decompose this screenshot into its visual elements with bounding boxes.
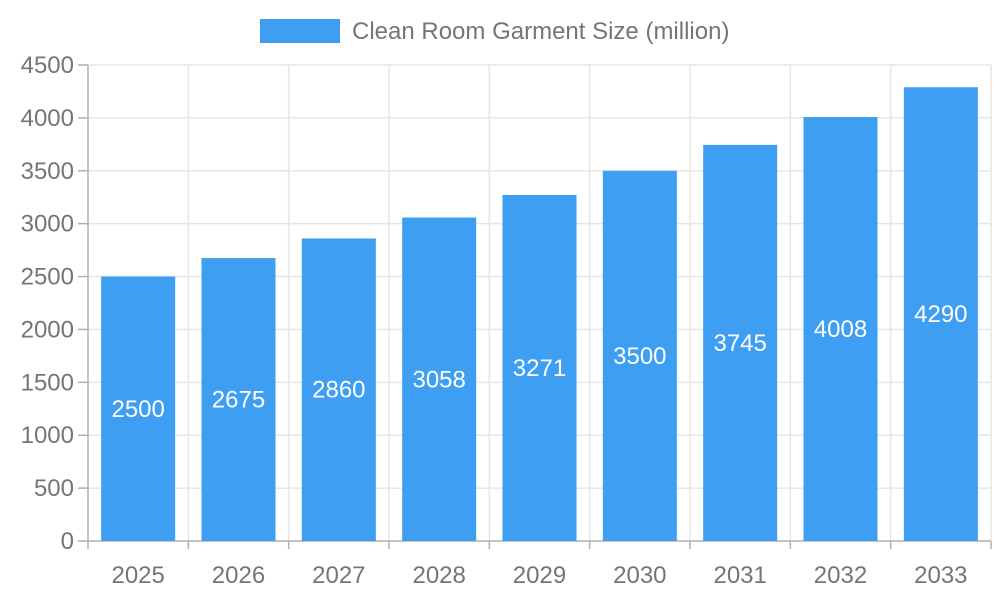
bar[interactable] xyxy=(703,144,778,541)
legend-swatch[interactable] xyxy=(260,19,340,43)
x-tick-label: 2033 xyxy=(914,562,967,589)
y-tick-label: 2500 xyxy=(21,264,74,291)
y-tick-label: 3500 xyxy=(21,158,74,185)
bar[interactable] xyxy=(903,87,978,542)
x-tick-label: 2025 xyxy=(111,562,164,589)
bar[interactable] xyxy=(101,276,176,541)
bar-value-label: 4008 xyxy=(814,316,867,343)
bar-value-label: 3271 xyxy=(513,355,566,382)
y-tick-label: 3000 xyxy=(21,211,74,238)
x-axis-labels: 2025 2026 2027 2028 2029 2030 2031 2032 2033 xyxy=(111,562,967,589)
y-axis-labels: 0 500 1000 1500 2000 2500 3000 3500 4000 4500 xyxy=(21,52,74,555)
y-tick-label: 4500 xyxy=(21,52,74,79)
x-tick-label: 2029 xyxy=(513,562,566,589)
bar-value-label: 2860 xyxy=(312,377,365,404)
bar-value-label: 3500 xyxy=(613,343,666,370)
bars xyxy=(101,87,978,542)
bar-value-label: 3058 xyxy=(412,366,465,393)
x-tick-label: 2028 xyxy=(412,562,465,589)
bar-value-label: 4290 xyxy=(914,301,967,328)
bar[interactable] xyxy=(602,170,677,541)
legend[interactable]: Clean Room Garment Size (million) xyxy=(260,18,729,45)
x-tick-label: 2026 xyxy=(212,562,265,589)
bar[interactable] xyxy=(201,258,276,541)
bar[interactable] xyxy=(502,195,577,541)
bar-labels: 2500 2675 2860 3058 3271 3500 3745 4008 4290 xyxy=(111,301,967,423)
bar-value-label: 2675 xyxy=(212,387,265,414)
y-tick-label: 500 xyxy=(34,475,74,502)
y-tick-label: 4000 xyxy=(21,105,74,132)
y-tick-label: 1500 xyxy=(21,369,74,396)
y-tick-label: 0 xyxy=(61,528,74,555)
x-tick-label: 2027 xyxy=(312,562,365,589)
bar-value-label: 2500 xyxy=(111,396,164,423)
bar-value-label: 3745 xyxy=(713,330,766,357)
y-tick-label: 2000 xyxy=(21,316,74,343)
y-tick-label: 1000 xyxy=(21,422,74,449)
bar[interactable] xyxy=(301,238,376,541)
bar[interactable] xyxy=(402,217,477,541)
bar[interactable] xyxy=(803,117,878,541)
x-tick-label: 2032 xyxy=(814,562,867,589)
x-tick-label: 2030 xyxy=(613,562,666,589)
x-tick-label: 2031 xyxy=(713,562,766,589)
legend-label: Clean Room Garment Size (million) xyxy=(352,18,729,45)
